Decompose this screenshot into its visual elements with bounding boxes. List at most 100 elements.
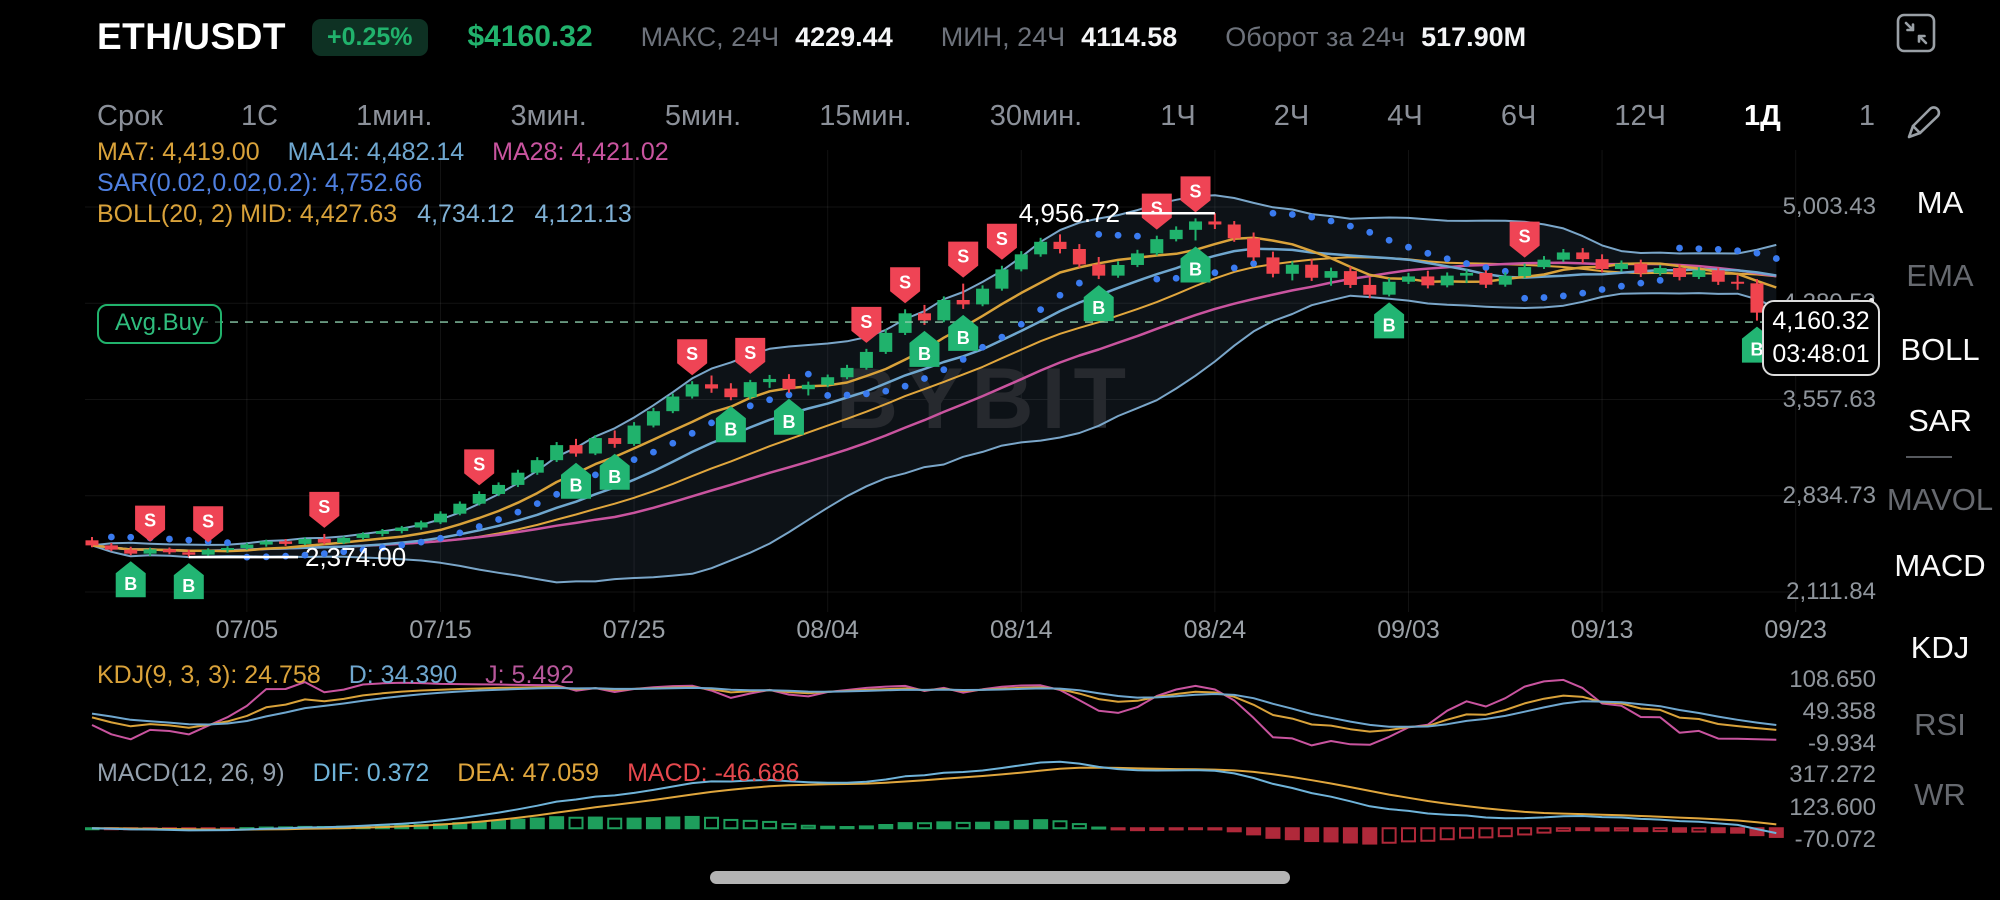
high-annotation: 4,956.72 bbox=[1019, 198, 1120, 228]
collapse-chart-button[interactable] bbox=[1893, 10, 1939, 59]
sidebar-item-wr[interactable]: WR bbox=[1914, 777, 1966, 812]
kdj-legend: KDJ(9, 3, 3): 24.758 D: 34.390 J: 5.492 bbox=[97, 661, 574, 690]
svg-text:B: B bbox=[570, 476, 583, 496]
stat-low: МИН, 24Ч 4114.58 bbox=[941, 22, 1178, 53]
buy-marker: B bbox=[715, 406, 746, 443]
avg-buy-tag: Avg.Buy bbox=[97, 304, 222, 344]
home-indicator[interactable] bbox=[710, 871, 1290, 884]
collapse-icon bbox=[1896, 13, 1936, 53]
timeframe-1мин.[interactable]: 1мин. bbox=[356, 100, 433, 132]
sell-marker: S bbox=[986, 223, 1017, 260]
kdj-d-value: D: 34.390 bbox=[348, 661, 458, 689]
date-label: 08/24 bbox=[1183, 616, 1247, 644]
timeframe-30мин.[interactable]: 30мин. bbox=[989, 100, 1083, 132]
sell-marker: S bbox=[735, 337, 766, 374]
boll-lower-value: 4,121.13 bbox=[534, 200, 632, 228]
axis-label: 317.272 bbox=[1789, 761, 1876, 788]
svg-text:S: S bbox=[957, 247, 969, 267]
timeframe-12Ч[interactable]: 12Ч bbox=[1614, 100, 1666, 132]
sidebar-item-ma[interactable]: MA bbox=[1916, 185, 1964, 220]
macd-dea-value: DEA: 47.059 bbox=[457, 759, 600, 787]
axis-label: 5,003.43 bbox=[1782, 193, 1876, 220]
last-price: $4160.32 bbox=[467, 20, 593, 53]
stat-turnover-label: Оборот за 24ч bbox=[1225, 21, 1406, 52]
timeframe-6Ч[interactable]: 6Ч bbox=[1500, 100, 1537, 132]
buy-marker: B bbox=[773, 398, 804, 435]
svg-text:B: B bbox=[1189, 259, 1202, 279]
svg-text:B: B bbox=[724, 419, 737, 439]
tooltip-price: 4,160.32 bbox=[1772, 307, 1870, 335]
sidebar-item-kdj[interactable]: KDJ bbox=[1910, 630, 1970, 665]
sell-marker: S bbox=[464, 449, 495, 486]
sidebar-item-ema[interactable]: EMA bbox=[1906, 258, 1974, 293]
sidebar-item-rsi[interactable]: RSI bbox=[1914, 707, 1966, 742]
stat-turnover-value: 517.90M bbox=[1421, 21, 1527, 52]
last-price-tooltip: 4,160.32 03:48:01 bbox=[1762, 300, 1880, 376]
stat-high-value: 4229.44 bbox=[795, 21, 893, 52]
top-bar: ETH/USDT +0.25% $4160.32 МАКС, 24Ч 4229.… bbox=[97, 14, 1526, 60]
buy-marker: B bbox=[561, 462, 591, 499]
boll-mid-value: BOLL(20, 2) MID: 4,427.63 bbox=[97, 200, 398, 228]
axis-label: 2,834.73 bbox=[1782, 481, 1876, 509]
stat-turnover: Оборот за 24ч 517.90M bbox=[1225, 22, 1526, 53]
sell-marker: S bbox=[948, 241, 979, 278]
kdj-k-value: KDJ(9, 3, 3): 24.758 bbox=[97, 661, 321, 689]
buy-marker: B bbox=[948, 314, 979, 351]
timeframe-4Ч[interactable]: 4Ч bbox=[1387, 100, 1423, 132]
date-label: 07/15 bbox=[409, 616, 472, 644]
stat-high: МАКС, 24Ч 4229.44 bbox=[641, 22, 893, 53]
timeframe-5мин.[interactable]: 5мин. bbox=[664, 100, 742, 132]
sell-marker: S bbox=[309, 491, 340, 528]
timeframe-3мин.[interactable]: 3мин. bbox=[510, 100, 587, 132]
svg-text:S: S bbox=[996, 229, 1008, 249]
sell-marker: S bbox=[1180, 176, 1211, 213]
macd-hist-value: MACD: -46.686 bbox=[627, 759, 800, 787]
sell-marker: S bbox=[135, 505, 166, 542]
timeframe-2Ч[interactable]: 2Ч bbox=[1273, 100, 1310, 132]
timeframe-1С[interactable]: 1С bbox=[240, 100, 279, 132]
sar-legend: SAR(0.02,0.02,0.2): 4,752.66 bbox=[97, 169, 422, 198]
stat-high-label: МАКС, 24Ч bbox=[640, 21, 780, 52]
axis-label: -70.072 bbox=[1794, 826, 1876, 853]
timeframe-title: Срок bbox=[97, 100, 163, 132]
date-label: 07/05 bbox=[215, 616, 279, 644]
date-label: 07/25 bbox=[602, 616, 666, 644]
svg-text:B: B bbox=[608, 467, 621, 487]
buy-marker: B bbox=[909, 330, 940, 367]
buy-marker: B bbox=[1180, 246, 1211, 283]
sell-marker: S bbox=[890, 267, 921, 304]
buy-marker: B bbox=[1374, 302, 1405, 339]
sell-marker: S bbox=[1509, 221, 1540, 258]
ma-legend: MA7: 4,419.00 MA14: 4,482.14 MA28: 4,421… bbox=[97, 138, 669, 167]
buy-marker: B bbox=[599, 453, 630, 490]
sell-marker: S bbox=[851, 306, 882, 343]
timeframe-15мин.[interactable]: 15мин. bbox=[819, 100, 912, 132]
date-label: 09/23 bbox=[1764, 616, 1827, 644]
timeframe-1Ч[interactable]: 1Ч bbox=[1160, 100, 1196, 132]
svg-text:S: S bbox=[473, 454, 485, 474]
boll-upper-value: 4,734.12 bbox=[417, 200, 515, 228]
buy-marker: B bbox=[115, 561, 146, 598]
sar-value: SAR(0.02,0.02,0.2): 4,752.66 bbox=[97, 169, 423, 197]
macd-legend: MACD(12, 26, 9) DIF: 0.372 DEA: 47.059 M… bbox=[97, 759, 799, 788]
sidebar-item-boll[interactable]: BOLL bbox=[1900, 332, 1980, 367]
axis-label: 2,111.84 bbox=[1786, 578, 1876, 605]
buy-marker: B bbox=[173, 563, 204, 600]
sidebar-item-macd[interactable]: MACD bbox=[1894, 548, 1986, 583]
svg-text:S: S bbox=[318, 497, 330, 517]
timeframe-bar: Срок 1С 1мин. 3мин. 5мин. 15мин. 30мин. 1Ч 2Ч 4Ч… bbox=[97, 100, 1875, 133]
timeframe-1Д[interactable]: 1Д bbox=[1743, 100, 1781, 132]
ma7-value: MA7: 4,419.00 bbox=[97, 138, 260, 166]
edit-indicators-button[interactable] bbox=[1898, 98, 1946, 149]
sidebar-item-sar[interactable]: SAR bbox=[1908, 403, 1972, 438]
timeframe-1[interactable]: 1 bbox=[1858, 100, 1875, 132]
sidebar-item-mavol[interactable]: MAVOL bbox=[1886, 482, 1994, 517]
svg-text:S: S bbox=[899, 272, 911, 292]
kdj-j-value: J: 5.492 bbox=[485, 661, 575, 689]
svg-text:B: B bbox=[782, 412, 795, 432]
svg-text:S: S bbox=[202, 511, 214, 531]
axis-label: 123.600 bbox=[1789, 793, 1876, 821]
avg-buy-label: Avg.Buy bbox=[115, 309, 204, 336]
